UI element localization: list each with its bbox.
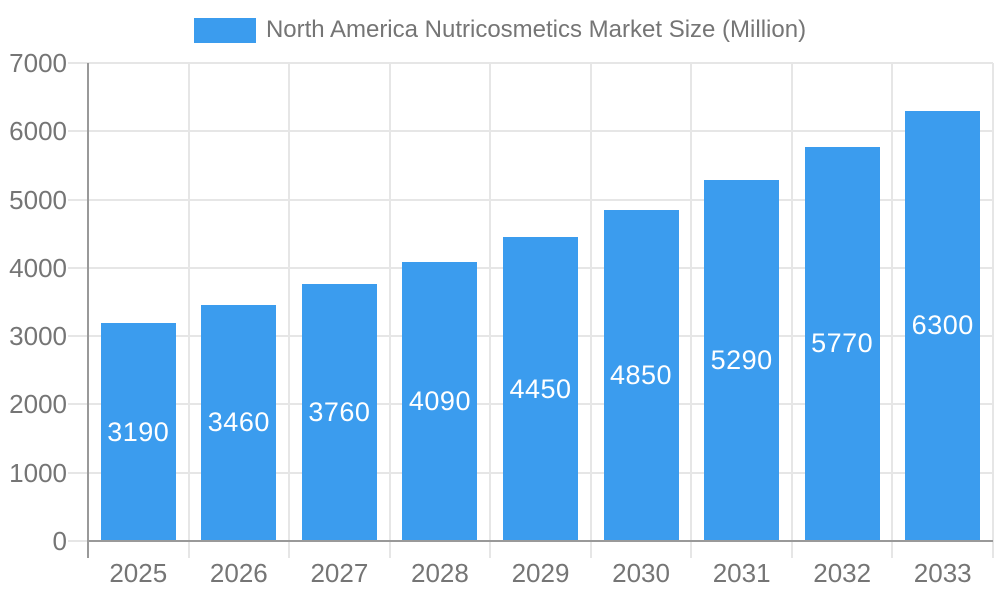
x-tick-label[interactable]: 2033 — [913, 558, 972, 588]
y-axis-line — [87, 63, 89, 558]
bar-value-label: 3190 — [107, 416, 170, 447]
y-tick-label: 1000 — [9, 457, 67, 488]
y-tick-label: 2000 — [9, 389, 67, 420]
x-tick-label[interactable]: 2031 — [712, 558, 771, 588]
x-tick-label[interactable]: 2032 — [813, 558, 872, 588]
y-tick-label: 0 — [52, 526, 67, 556]
bar-value-label: 5770 — [811, 328, 874, 359]
x-tick-label[interactable]: 2027 — [310, 558, 369, 588]
y-tick-label: 7000 — [9, 48, 67, 78]
legend-swatch — [193, 17, 256, 43]
x-grid-line — [489, 63, 492, 558]
bar[interactable]: 3460 — [201, 304, 277, 541]
x-grid-line — [388, 63, 391, 558]
bar[interactable]: 5290 — [704, 179, 780, 541]
bar[interactable]: 6300 — [905, 110, 981, 541]
y-tick-label: 6000 — [9, 116, 67, 147]
bar-value-label: 3460 — [207, 407, 270, 438]
x-axis-line — [87, 540, 993, 542]
x-tick-label[interactable]: 2028 — [411, 558, 469, 588]
x-tick-label[interactable]: 2029 — [511, 558, 570, 588]
legend[interactable]: North America Nutricosmetics Market Size… — [0, 12, 1000, 48]
x-grid-line — [589, 63, 592, 558]
y-grid-line — [68, 198, 993, 201]
bar[interactable]: 4850 — [603, 209, 679, 541]
y-grid-line — [68, 62, 993, 64]
x-grid-line — [187, 63, 190, 558]
bar[interactable]: 3190 — [100, 323, 176, 541]
bar[interactable]: 4450 — [503, 237, 578, 541]
x-tick-label[interactable]: 2030 — [612, 558, 670, 588]
bar-value-label: 5290 — [710, 344, 773, 375]
x-grid-line — [288, 63, 291, 558]
x-grid-line — [690, 63, 693, 558]
bar-value-label: 3760 — [308, 397, 371, 428]
bar-value-label: 6300 — [911, 310, 974, 341]
bar[interactable]: 3760 — [301, 284, 377, 541]
x-grid-line — [992, 63, 994, 558]
y-tick-label: 5000 — [9, 184, 67, 215]
bar-value-label: 4090 — [408, 385, 471, 416]
x-grid-line — [891, 63, 894, 558]
x-tick-label[interactable]: 2026 — [209, 558, 268, 588]
x-tick-label[interactable]: 2025 — [109, 558, 168, 588]
bar-value-label: 4850 — [610, 359, 673, 390]
y-grid-line — [68, 130, 993, 133]
bar[interactable]: 5770 — [804, 146, 880, 541]
x-grid-line — [790, 63, 793, 558]
y-tick-label: 4000 — [9, 252, 67, 283]
bar-value-label: 4450 — [509, 373, 572, 404]
legend-label: North America Nutricosmetics Market Size… — [265, 16, 807, 43]
y-tick-label: 3000 — [9, 321, 67, 352]
bar[interactable]: 4090 — [402, 261, 478, 541]
